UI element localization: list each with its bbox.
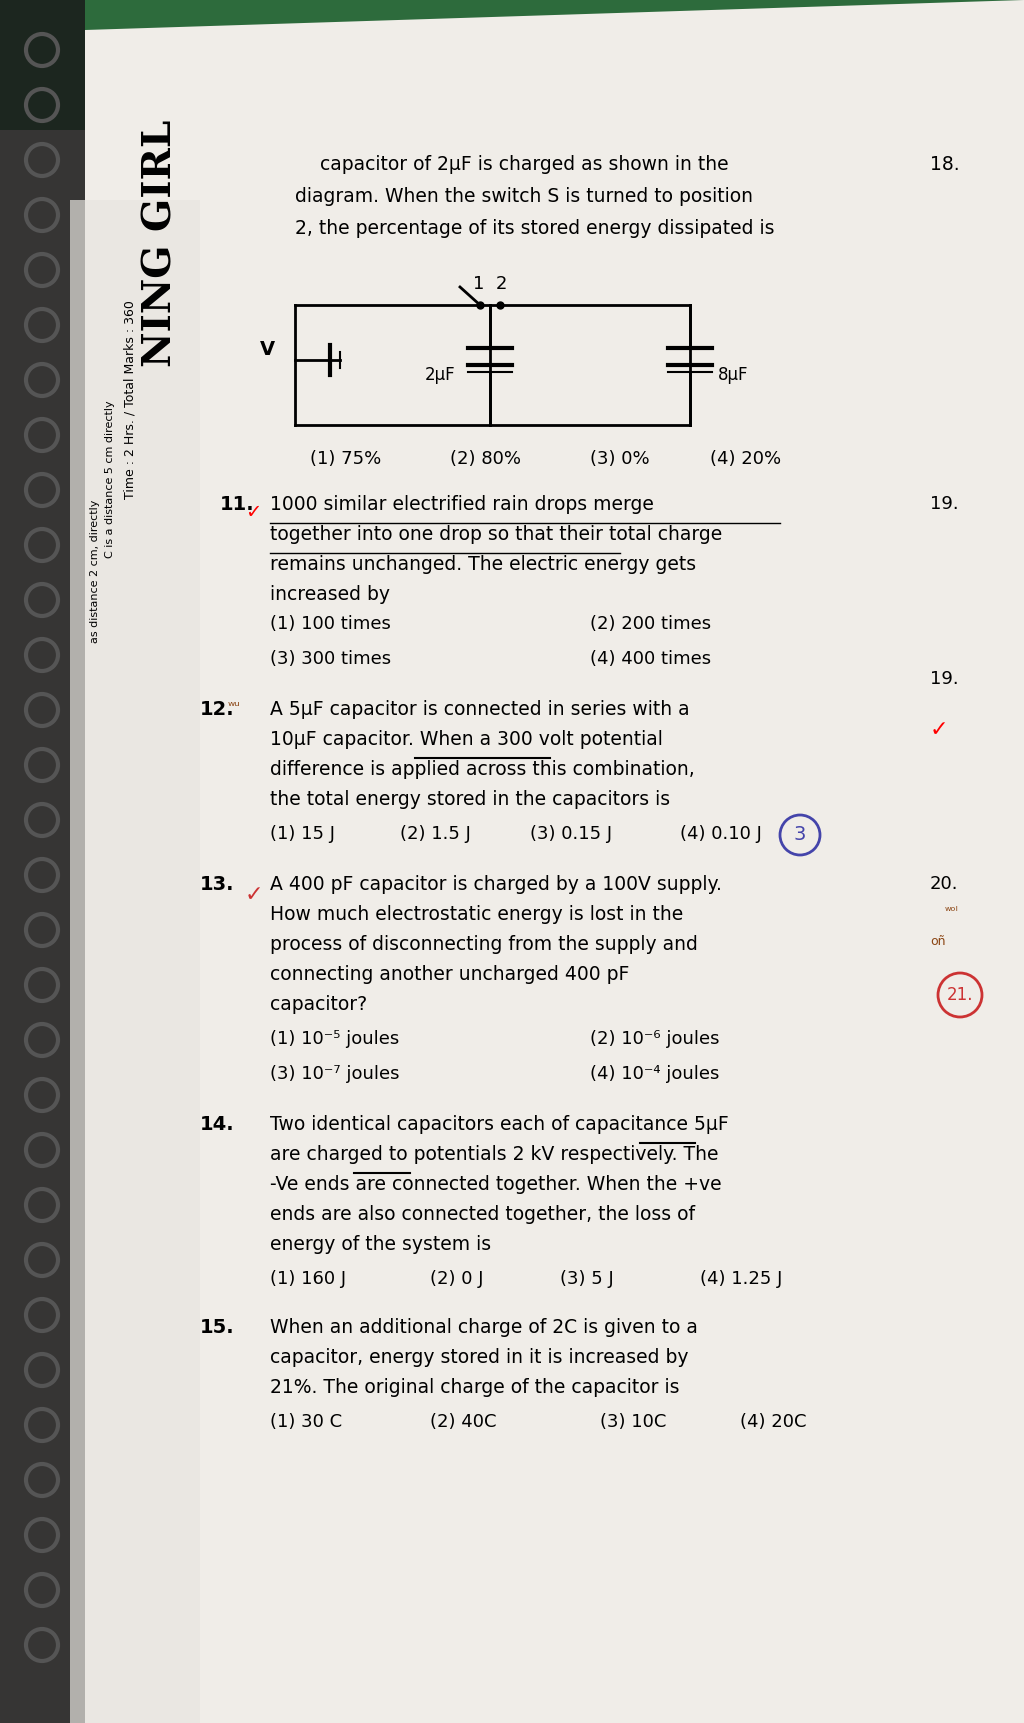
Text: C is a distance 5 cm directly: C is a distance 5 cm directly: [105, 400, 115, 558]
Text: 15.: 15.: [200, 1318, 234, 1337]
Text: 20.: 20.: [930, 875, 958, 893]
Text: as distance 2 cm, directly: as distance 2 cm, directly: [90, 500, 100, 643]
Text: increased by: increased by: [270, 586, 390, 605]
Text: 2, the percentage of its stored energy dissipated is: 2, the percentage of its stored energy d…: [295, 219, 774, 238]
Text: NING GIRL: NING GIRL: [141, 121, 179, 367]
Text: (3) 10⁻⁷ joules: (3) 10⁻⁷ joules: [270, 1065, 399, 1084]
Text: (1) 10⁻⁵ joules: (1) 10⁻⁵ joules: [270, 1030, 399, 1048]
Text: 1000 similar electrified rain drops merge: 1000 similar electrified rain drops merg…: [270, 495, 654, 513]
Text: (3) 0%: (3) 0%: [590, 450, 649, 469]
Text: Two identical capacitors each of capacitance 5μF: Two identical capacitors each of capacit…: [270, 1115, 729, 1134]
Text: (1) 75%: (1) 75%: [310, 450, 381, 469]
Text: remains unchanged. The electric energy gets: remains unchanged. The electric energy g…: [270, 555, 696, 574]
Text: (2) 0 J: (2) 0 J: [430, 1270, 483, 1289]
Text: 11.: 11.: [220, 495, 255, 513]
Text: connecting another uncharged 400 pF: connecting another uncharged 400 pF: [270, 965, 630, 984]
Text: (2) 40C: (2) 40C: [430, 1413, 497, 1432]
Text: (1) 100 times: (1) 100 times: [270, 615, 391, 632]
Text: 2μF: 2μF: [424, 365, 455, 384]
Polygon shape: [70, 200, 200, 1723]
Text: ends are also connected together, the loss of: ends are also connected together, the lo…: [270, 1204, 695, 1223]
Text: 12.: 12.: [200, 700, 234, 718]
Text: capacitor?: capacitor?: [270, 994, 368, 1015]
Text: -Ve ends are connected together. When the +ve: -Ve ends are connected together. When th…: [270, 1175, 722, 1194]
Text: are charged to potentials 2 kV respectively. The: are charged to potentials 2 kV respectiv…: [270, 1146, 719, 1165]
Text: energy of the system is: energy of the system is: [270, 1235, 492, 1254]
Text: 19.: 19.: [930, 495, 958, 513]
Text: diagram. When the switch S is turned to position: diagram. When the switch S is turned to …: [295, 188, 753, 207]
Text: (1) 160 J: (1) 160 J: [270, 1270, 346, 1289]
Text: (2) 200 times: (2) 200 times: [590, 615, 711, 632]
Text: difference is applied across this combination,: difference is applied across this combin…: [270, 760, 694, 779]
Text: (4) 20%: (4) 20%: [710, 450, 781, 469]
Text: (2) 80%: (2) 80%: [450, 450, 521, 469]
Text: ʷᵒˡ: ʷᵒˡ: [945, 905, 958, 918]
Text: Time : 2 Hrs. / Total Marks : 360: Time : 2 Hrs. / Total Marks : 360: [124, 300, 136, 500]
Text: (4) 400 times: (4) 400 times: [590, 650, 711, 669]
Text: (2) 10⁻⁶ joules: (2) 10⁻⁶ joules: [590, 1030, 720, 1048]
Text: (4) 10⁻⁴ joules: (4) 10⁻⁴ joules: [590, 1065, 720, 1084]
Text: How much electrostatic energy is lost in the: How much electrostatic energy is lost in…: [270, 905, 683, 924]
Text: 18.: 18.: [930, 155, 959, 174]
Text: (1) 30 C: (1) 30 C: [270, 1413, 342, 1432]
Polygon shape: [85, 0, 1024, 1723]
Text: capacitor, energy stored in it is increased by: capacitor, energy stored in it is increa…: [270, 1347, 688, 1366]
Text: (2) 1.5 J: (2) 1.5 J: [400, 825, 471, 843]
Text: 8μF: 8μF: [718, 365, 749, 384]
Text: (1) 15 J: (1) 15 J: [270, 825, 335, 843]
Text: ✓: ✓: [930, 720, 948, 739]
Text: the total energy stored in the capacitors is: the total energy stored in the capacitor…: [270, 791, 670, 810]
Text: V: V: [260, 339, 275, 358]
Text: When an additional charge of 2C is given to a: When an additional charge of 2C is given…: [270, 1318, 698, 1337]
Text: oñ: oñ: [930, 936, 945, 948]
Text: 19.: 19.: [930, 670, 958, 687]
Text: 3: 3: [794, 825, 806, 844]
Text: A 5μF capacitor is connected in series with a: A 5μF capacitor is connected in series w…: [270, 700, 689, 718]
Text: 14.: 14.: [200, 1115, 234, 1134]
Text: (3) 10C: (3) 10C: [600, 1413, 667, 1432]
Polygon shape: [0, 0, 1024, 129]
Text: ʷᵘ: ʷᵘ: [228, 700, 241, 713]
Text: (3) 0.15 J: (3) 0.15 J: [530, 825, 612, 843]
Text: (4) 0.10 J: (4) 0.10 J: [680, 825, 762, 843]
Text: (3) 5 J: (3) 5 J: [560, 1270, 613, 1289]
Text: 10μF capacitor. When a 300 volt potential: 10μF capacitor. When a 300 volt potentia…: [270, 731, 663, 750]
Text: (3) 300 times: (3) 300 times: [270, 650, 391, 669]
Polygon shape: [0, 0, 85, 1723]
Text: A 400 pF capacitor is charged by a 100V supply.: A 400 pF capacitor is charged by a 100V …: [270, 875, 722, 894]
Text: ✓: ✓: [245, 503, 261, 522]
Text: 1  2: 1 2: [473, 276, 507, 293]
Text: process of disconnecting from the supply and: process of disconnecting from the supply…: [270, 936, 698, 955]
Text: (4) 20C: (4) 20C: [740, 1413, 807, 1432]
Text: 21%. The original charge of the capacitor is: 21%. The original charge of the capacito…: [270, 1378, 680, 1397]
Text: 13.: 13.: [200, 875, 234, 894]
Text: (4) 1.25 J: (4) 1.25 J: [700, 1270, 782, 1289]
Text: ✓: ✓: [245, 886, 263, 905]
Text: together into one drop so that their total charge: together into one drop so that their tot…: [270, 526, 722, 544]
Text: capacitor of 2μF is charged as shown in the: capacitor of 2μF is charged as shown in …: [319, 155, 729, 174]
Text: 21.: 21.: [947, 986, 973, 1005]
